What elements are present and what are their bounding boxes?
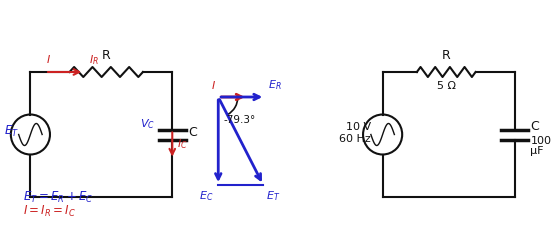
Text: $I_R$: $I_R$ — [89, 53, 99, 67]
Text: $I_C$: $I_C$ — [177, 138, 188, 151]
Text: 5 Ω: 5 Ω — [437, 81, 456, 91]
Text: $V_C$: $V_C$ — [140, 118, 155, 131]
Text: $E_R$: $E_R$ — [268, 78, 282, 92]
Text: 100: 100 — [530, 136, 551, 146]
Text: $I = I_R = I_C$: $I = I_R = I_C$ — [23, 204, 75, 219]
Text: R: R — [442, 49, 450, 62]
Text: I: I — [47, 55, 50, 65]
Text: $E_C$: $E_C$ — [199, 189, 213, 203]
Text: 60 Hz: 60 Hz — [339, 135, 371, 145]
Text: $E_T$: $E_T$ — [4, 124, 19, 139]
Text: -79.3°: -79.3° — [224, 115, 256, 125]
Text: I: I — [212, 81, 215, 91]
Text: C: C — [530, 120, 539, 133]
Text: C: C — [188, 126, 197, 139]
Text: μF: μF — [530, 146, 544, 156]
Text: $E_T = E_R + E_C$: $E_T = E_R + E_C$ — [23, 190, 93, 205]
Text: 10 V: 10 V — [346, 121, 371, 131]
Text: R: R — [102, 49, 111, 62]
Text: $E_T$: $E_T$ — [266, 189, 280, 203]
